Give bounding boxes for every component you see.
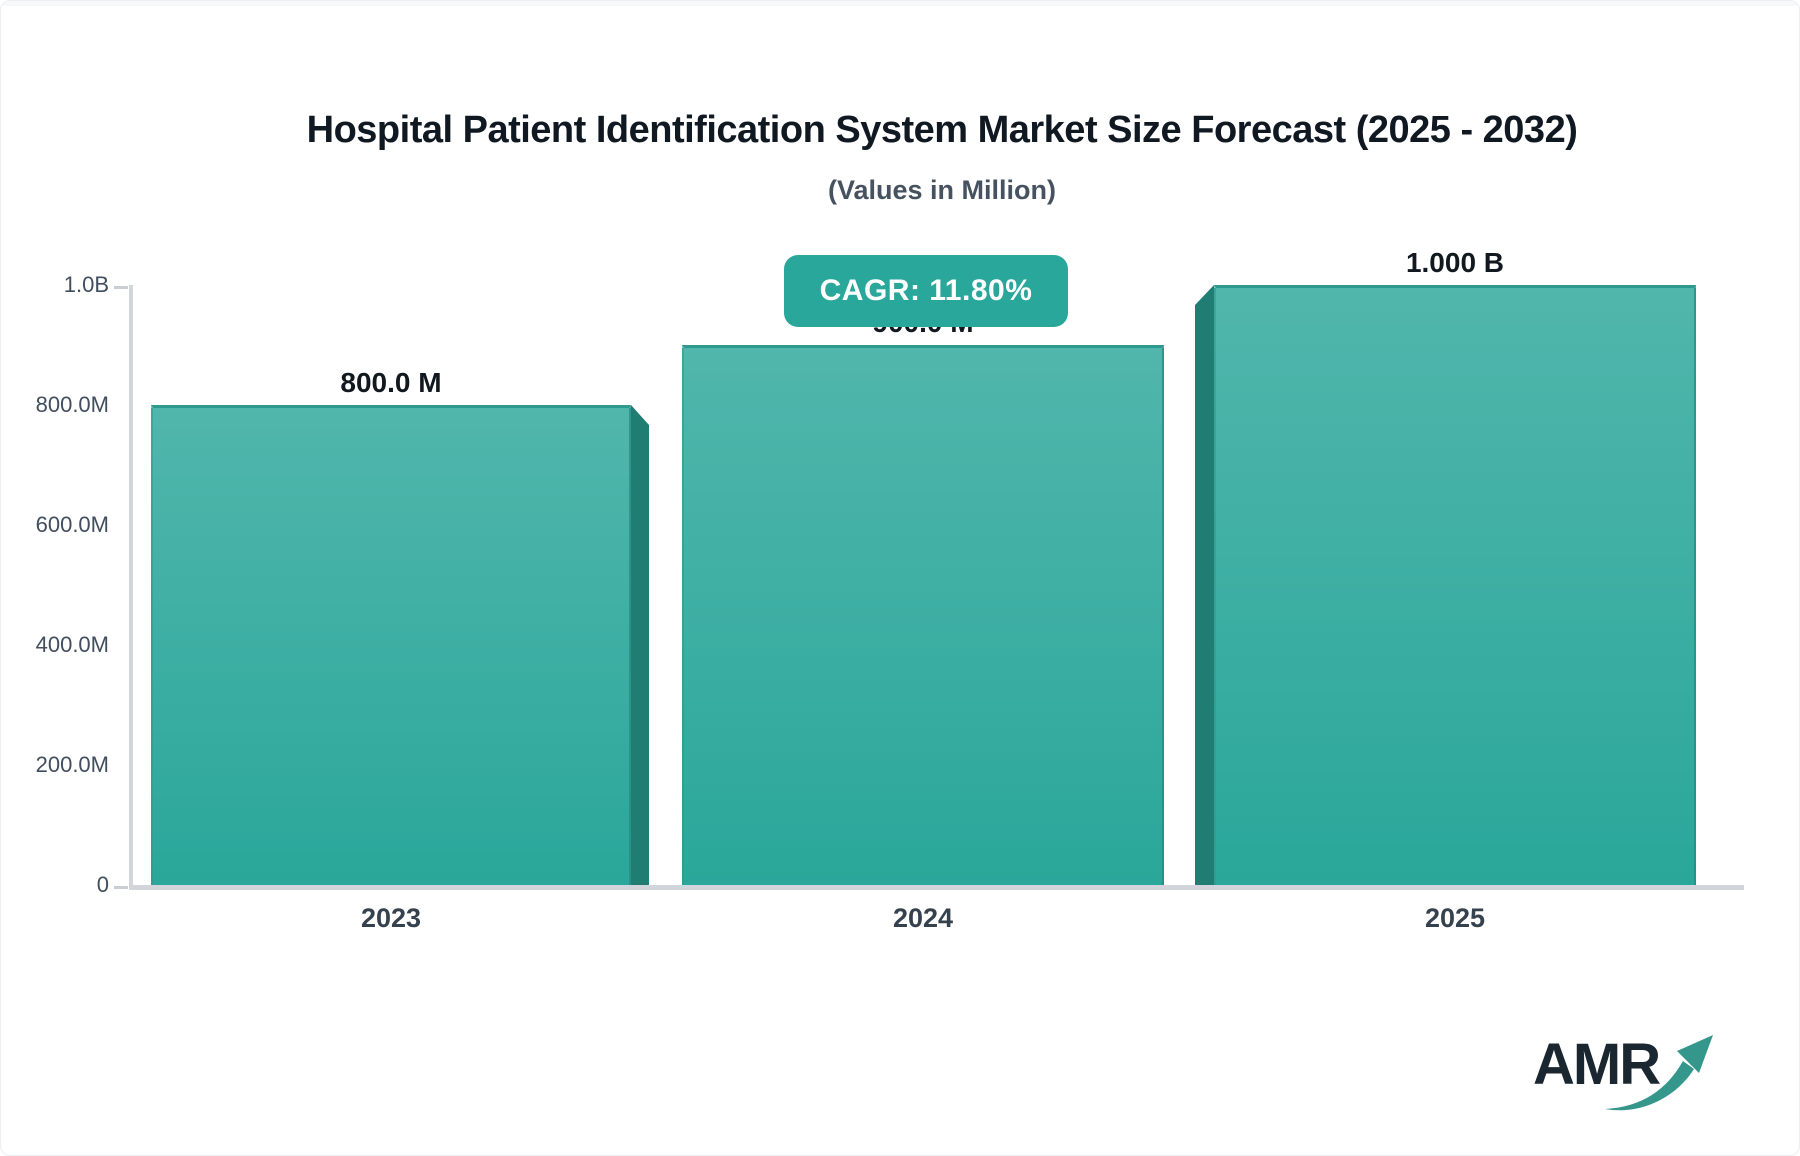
cagr-badge-label: CAGR: 11.80% — [819, 274, 1033, 307]
x-axis-label-2024: 2024 — [892, 903, 954, 933]
y-axis-label-1000m: 1.0B — [63, 272, 109, 297]
x-axis-label-2023: 2023 — [360, 903, 422, 933]
x-axis-label-2025: 2025 — [1424, 903, 1486, 933]
amr-logo-text: AMR — [1533, 1032, 1661, 1097]
y-axis-label-800m: 800.0M — [35, 392, 109, 417]
bar-2023 — [151, 405, 631, 885]
y-axis-top-tick — [114, 286, 128, 289]
y-axis-label-600m: 600.0M — [35, 512, 109, 537]
bar-2025 — [1214, 285, 1696, 885]
y-axis-line — [129, 285, 133, 890]
y-axis-label-400m: 400.0M — [35, 632, 109, 657]
x-axis-line — [129, 885, 1744, 890]
amr-logo: AMR — [1531, 1023, 1771, 1123]
bar-2023-3d-side — [631, 405, 649, 885]
bar-value-label-2023: 800.0 M — [340, 367, 442, 398]
bar-2025-3d-side — [1195, 285, 1214, 885]
bar-2024 — [682, 345, 1164, 885]
cagr-badge: CAGR: 11.80% — [784, 255, 1068, 327]
page-title: Hospital Patient Identification System M… — [306, 109, 1578, 151]
chart-subtitle: (Values in Million) — [827, 175, 1057, 205]
growth-arrow-icon — [1605, 1035, 1713, 1111]
y-axis-label-200m: 200.0M — [35, 752, 109, 777]
y-axis-bottom-tick — [114, 886, 128, 889]
bar-value-label-2025: 1.000 B — [1405, 247, 1505, 278]
y-axis-label-zero: 0 — [96, 872, 109, 897]
